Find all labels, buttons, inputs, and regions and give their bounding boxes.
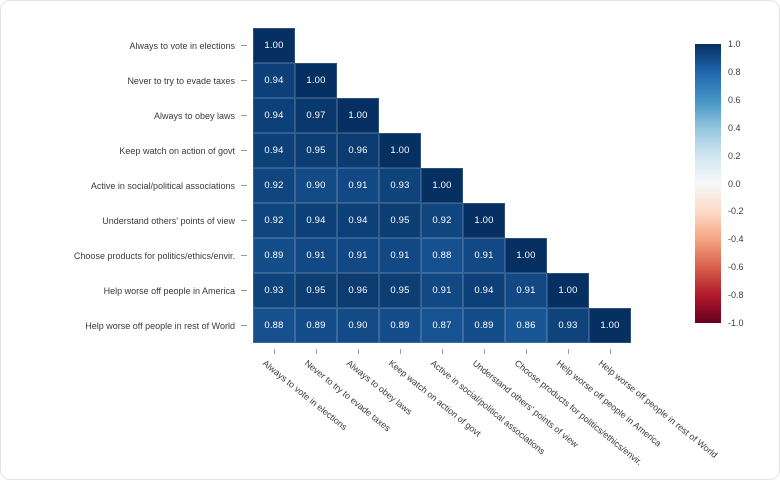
colorbar-tick-label: -1.0 (728, 318, 744, 328)
colorbar-gradient (695, 44, 721, 323)
heatmap-cell: 1.00 (463, 203, 505, 238)
colorbar-tick-label: -0.6 (728, 262, 744, 273)
colorbar-tick-label: 0.0 (728, 178, 741, 189)
heatmap-cell: 0.89 (379, 308, 421, 343)
y-tick-label: Active in social/political associations (90, 180, 235, 191)
colorbar-tick-label: -0.4 (728, 234, 744, 245)
heatmap-cell: 0.87 (421, 308, 463, 343)
heatmap-cell: 1.00 (337, 98, 379, 133)
heatmap-cell: 0.93 (379, 168, 421, 203)
colorbar-tick-label: 0.8 (728, 66, 741, 77)
heatmap-cell: 0.96 (337, 273, 379, 308)
heatmap-cell: 0.89 (253, 238, 295, 273)
heatmap-cell: 0.89 (463, 308, 505, 343)
y-tick-label: Always to obey laws (153, 110, 235, 121)
heatmap-cell: 0.91 (421, 273, 463, 308)
heatmap-cell: 0.86 (505, 308, 547, 343)
x-tick (567, 349, 569, 354)
heatmap-cell: 0.88 (421, 238, 463, 273)
heatmap-cell: 0.94 (337, 203, 379, 238)
y-tick-label: Help worse off people in America (103, 285, 235, 296)
heatmap-cell: 1.00 (421, 168, 463, 203)
heatmap-cell: 0.91 (295, 238, 337, 273)
heatmap-cell: 0.90 (295, 168, 337, 203)
y-tick (241, 150, 247, 151)
x-tick (483, 349, 485, 354)
heatmap-cell: 0.94 (295, 203, 337, 238)
y-tick-label: Always to vote in elections (129, 40, 235, 51)
heatmap-cell: 0.91 (337, 168, 379, 203)
y-tick-label: Understand others' points of view (102, 215, 235, 226)
heatmap-cell: 1.00 (589, 308, 631, 343)
y-tick (241, 185, 247, 186)
heatmap-cell: 0.94 (253, 98, 295, 133)
y-tick-label: Never to try to evade taxes (127, 75, 235, 86)
heatmap-cell: 1.00 (253, 28, 295, 63)
y-tick-label: Choose products for politics/ethics/envi… (73, 250, 235, 261)
heatmap-cell: 0.92 (421, 203, 463, 238)
x-tick-label: Never to try to evade taxes (302, 358, 393, 434)
x-tick (441, 349, 443, 354)
heatmap-cell: 0.95 (295, 133, 337, 168)
heatmap-cell: 0.90 (337, 308, 379, 343)
heatmap-cell: 1.00 (505, 238, 547, 273)
heatmap-cell: 1.00 (295, 63, 337, 98)
y-tick-label: Keep watch on action of govt (119, 145, 235, 156)
colorbar-tick-label: 0.4 (728, 122, 741, 133)
colorbar-tick-label: -0.2 (728, 206, 744, 217)
y-tick (241, 45, 247, 46)
colorbar (695, 44, 721, 323)
y-tick (241, 290, 247, 291)
x-tick (399, 349, 401, 354)
heatmap-cell: 0.95 (379, 273, 421, 308)
heatmap-cell: 1.00 (547, 273, 589, 308)
x-tick (357, 349, 359, 354)
heatmap-cell: 0.94 (253, 63, 295, 98)
heatmap-cell: 0.88 (253, 308, 295, 343)
y-tick (241, 220, 247, 221)
heatmap-cell: 0.91 (505, 273, 547, 308)
y-tick (241, 80, 247, 81)
x-tick (609, 349, 611, 354)
y-tick (241, 325, 247, 326)
colorbar-tick-label: 1.0 (728, 39, 741, 49)
heatmap-cell: 0.93 (253, 273, 295, 308)
x-tick (315, 349, 317, 354)
heatmap-cell: 0.92 (253, 203, 295, 238)
x-tick (525, 349, 527, 354)
heatmap-cell: 0.95 (379, 203, 421, 238)
y-tick (241, 115, 247, 116)
heatmap-cell: 0.91 (337, 238, 379, 273)
heatmap-cell: 0.92 (253, 168, 295, 203)
heatmap-cell: 0.93 (547, 308, 589, 343)
heatmap-cell: 1.00 (379, 133, 421, 168)
colorbar-tick-label: 0.2 (728, 150, 741, 161)
x-tick (273, 349, 275, 354)
heatmap-cell: 0.94 (253, 133, 295, 168)
colorbar-tick-label: 0.6 (728, 94, 741, 105)
heatmap-cell: 0.96 (337, 133, 379, 168)
colorbar-tick-label: -0.8 (728, 290, 744, 301)
heatmap-cell: 0.95 (295, 273, 337, 308)
y-tick-label: Help worse off people in rest of World (85, 320, 235, 331)
x-tick-label: Always to vote in elections (260, 358, 350, 433)
y-tick (241, 255, 247, 256)
heatmap-cell: 0.91 (379, 238, 421, 273)
heatmap-cell: 0.97 (295, 98, 337, 133)
heatmap-cell: 0.94 (463, 273, 505, 308)
heatmap-cell: 0.89 (295, 308, 337, 343)
heatmap-cell: 0.91 (463, 238, 505, 273)
